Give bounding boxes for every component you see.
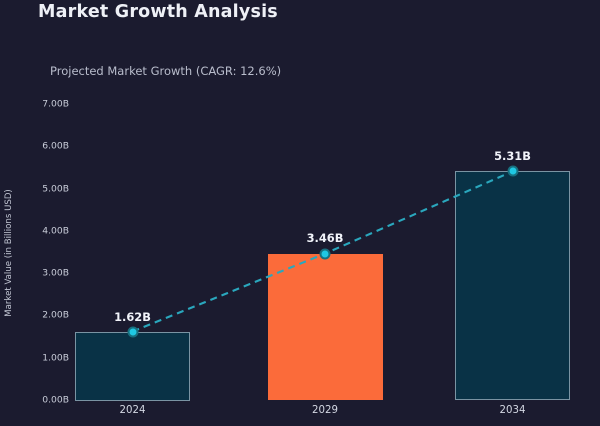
data-point-marker-2024[interactable] <box>127 326 138 337</box>
chart-title: Market Growth Analysis <box>38 2 278 22</box>
x-axis-tick-label-2024: 2024 <box>119 405 146 416</box>
value-label-2029: 3.46B <box>306 231 344 245</box>
y-axis-tick-label: 5.00B <box>42 183 69 195</box>
chart-subtitle: Projected Market Growth (CAGR: 12.6%) <box>50 64 282 78</box>
bar-2024[interactable] <box>75 331 190 401</box>
x-axis-tick-label-2034: 2034 <box>499 405 526 416</box>
y-axis-tick-label: 2.00B <box>42 309 69 321</box>
bar-2034[interactable] <box>455 171 570 401</box>
y-axis-tick-label: 7.00B <box>42 98 69 110</box>
data-point-marker-2034[interactable] <box>507 165 518 177</box>
data-point-marker-2029[interactable] <box>319 248 331 260</box>
y-axis-tick-label: 4.00B <box>42 225 69 237</box>
value-label-2024: 1.62B <box>114 310 151 324</box>
y-axis-tick-label: 1.00B <box>42 352 69 364</box>
y-axis-tick-label: 0.00B <box>42 394 69 406</box>
value-label-2034: 5.31B <box>494 149 531 163</box>
y-axis-tick-label: 6.00B <box>42 140 69 152</box>
y-axis-tick-label: 3.00B <box>42 267 69 279</box>
x-axis-tick-label-2029: 2029 <box>312 405 338 416</box>
bar-2029[interactable] <box>267 253 383 401</box>
